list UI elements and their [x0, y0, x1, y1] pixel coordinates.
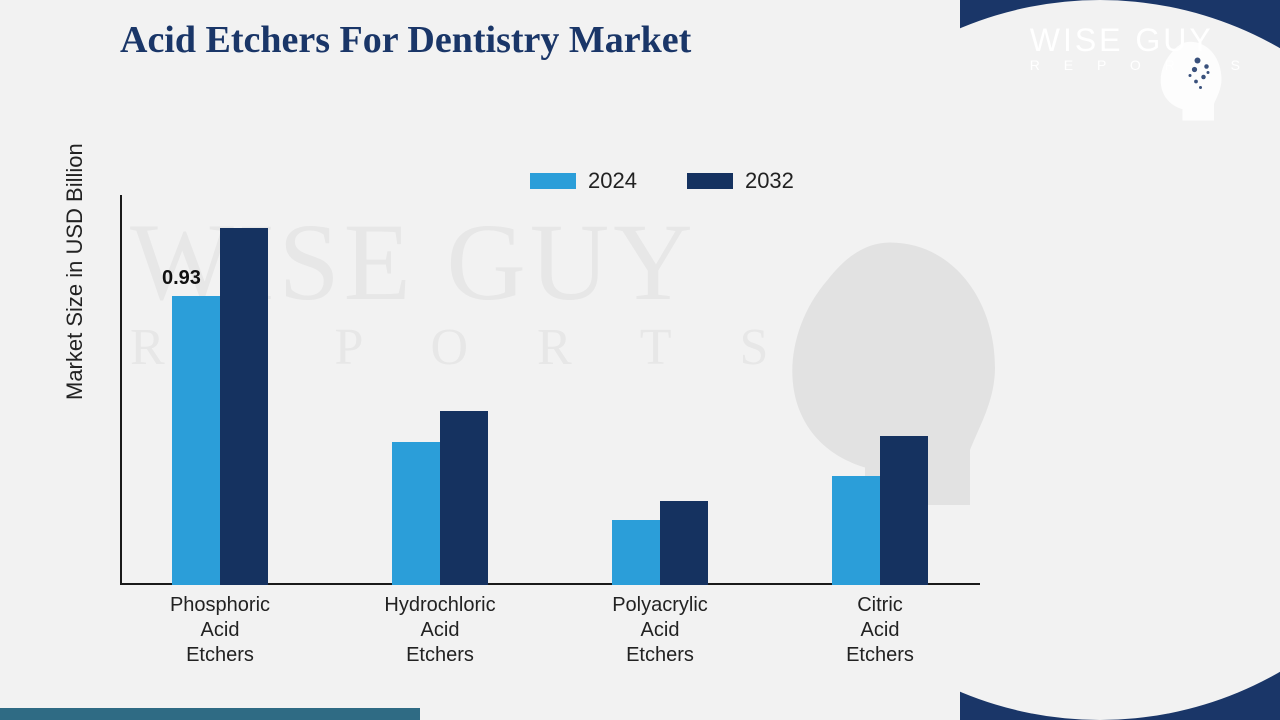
y-axis-label: Market Size in USD Billion — [62, 143, 88, 400]
legend-label-2032: 2032 — [745, 168, 794, 194]
legend-swatch-2024 — [530, 173, 576, 189]
legend-item-2032: 2032 — [687, 168, 794, 194]
category-label: PolyacrylicAcidEtchers — [570, 593, 750, 668]
bar-2032 — [440, 411, 488, 585]
bar-2024 — [612, 520, 660, 585]
legend-swatch-2032 — [687, 173, 733, 189]
brand-logo: WISE GUY R E P O R T S — [1030, 22, 1250, 73]
y-axis — [120, 195, 122, 585]
bar-chart: 0.93 PhosphoricAcidEtchersHydrochloricAc… — [120, 195, 980, 585]
bar-2024 — [172, 296, 220, 585]
bar-value-label: 0.93 — [162, 267, 201, 290]
bar-2024 — [832, 476, 880, 585]
bar-2032 — [880, 436, 928, 585]
bar-2032 — [220, 228, 268, 585]
bottom-accent-bar — [0, 708, 420, 720]
chart-title: Acid Etchers For Dentistry Market — [120, 18, 691, 62]
category-label: CitricAcidEtchers — [790, 593, 970, 668]
legend-item-2024: 2024 — [530, 168, 637, 194]
bar-group — [600, 501, 720, 585]
bar-group — [380, 411, 500, 585]
legend-label-2024: 2024 — [588, 168, 637, 194]
bar-group — [820, 436, 940, 585]
legend: 2024 2032 — [530, 168, 794, 194]
category-label: HydrochloricAcidEtchers — [350, 593, 530, 668]
bar-2032 — [660, 501, 708, 585]
bar-2024 — [392, 442, 440, 585]
category-label: PhosphoricAcidEtchers — [130, 593, 310, 668]
logo-head-icon — [1150, 38, 1230, 128]
